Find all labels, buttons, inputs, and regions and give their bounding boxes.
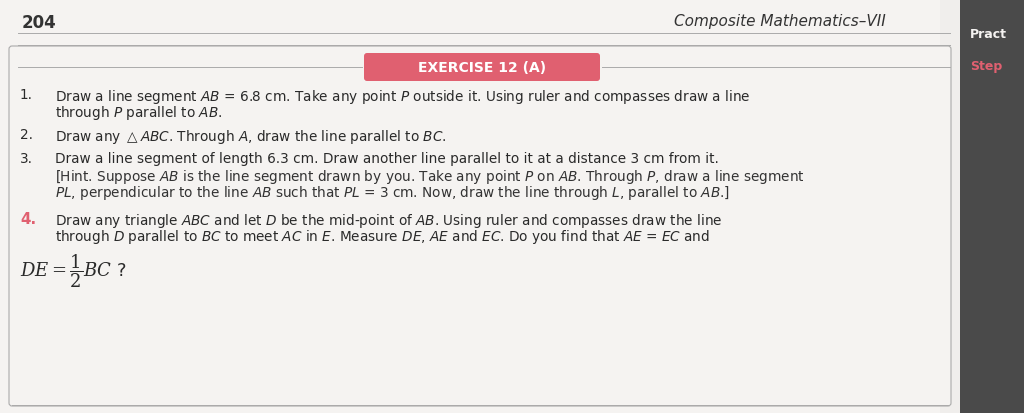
Text: Draw any triangle $ABC$ and let $D$ be the mid-point of $AB$. Using ruler and co: Draw any triangle $ABC$ and let $D$ be t… xyxy=(55,211,722,230)
Text: $PL$, perpendicular to the line $AB$ such that $PL$ = 3 cm. Now, draw the line t: $PL$, perpendicular to the line $AB$ suc… xyxy=(55,183,730,202)
Text: 4.: 4. xyxy=(20,211,36,226)
Text: Draw a line segment $AB$ = 6.8 cm. Take any point $P$ outside it. Using ruler an: Draw a line segment $AB$ = 6.8 cm. Take … xyxy=(55,88,751,106)
Text: 204: 204 xyxy=(22,14,56,32)
Text: 3.: 3. xyxy=(20,152,33,166)
FancyBboxPatch shape xyxy=(364,54,600,82)
Bar xyxy=(961,0,1024,413)
Text: $DE = \dfrac{1}{2}BC$ ?: $DE = \dfrac{1}{2}BC$ ? xyxy=(20,252,126,289)
Text: Draw any $\triangle ABC$. Through $A$, draw the line parallel to $BC$.: Draw any $\triangle ABC$. Through $A$, d… xyxy=(55,128,446,146)
Text: [Hint. Suppose $AB$ is the line segment drawn by you. Take any point $P$ on $AB$: [Hint. Suppose $AB$ is the line segment … xyxy=(55,168,805,185)
Text: Step: Step xyxy=(970,60,1002,73)
Text: Draw a line segment of length 6.3 cm. Draw another line parallel to it at a dist: Draw a line segment of length 6.3 cm. Dr… xyxy=(55,152,719,166)
Text: through $D$ parallel to $BC$ to meet $AC$ in $E$. Measure $DE$, $AE$ and $EC$. D: through $D$ parallel to $BC$ to meet $AC… xyxy=(55,228,710,245)
Text: through $P$ parallel to $AB$.: through $P$ parallel to $AB$. xyxy=(55,104,222,122)
Text: EXERCISE 12 (A): EXERCISE 12 (A) xyxy=(418,61,546,75)
Text: Composite Mathematics–VII: Composite Mathematics–VII xyxy=(674,14,886,29)
FancyBboxPatch shape xyxy=(9,47,951,406)
Text: Pract: Pract xyxy=(970,28,1007,41)
Text: 2.: 2. xyxy=(20,128,33,142)
Text: 1.: 1. xyxy=(20,88,33,102)
